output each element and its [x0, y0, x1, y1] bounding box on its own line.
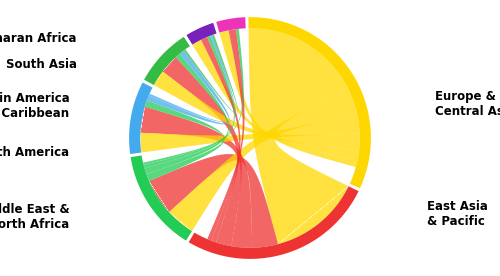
Text: Middle East &
North Africa: Middle East & North Africa: [0, 203, 70, 231]
Text: Europe &
Central Asia: Europe & Central Asia: [436, 90, 500, 118]
Polygon shape: [144, 54, 229, 174]
Text: Sub-Saharan Africa: Sub-Saharan Africa: [0, 31, 77, 44]
Polygon shape: [184, 34, 238, 114]
Polygon shape: [186, 22, 216, 45]
Polygon shape: [208, 29, 244, 241]
Polygon shape: [140, 107, 252, 248]
Polygon shape: [143, 36, 190, 85]
Polygon shape: [130, 155, 192, 242]
Polygon shape: [162, 57, 242, 246]
Polygon shape: [149, 154, 278, 248]
Polygon shape: [201, 37, 240, 242]
Polygon shape: [149, 35, 236, 122]
Text: Latin America
& Caribbean: Latin America & Caribbean: [0, 92, 70, 120]
Text: South Asia: South Asia: [6, 58, 77, 71]
Polygon shape: [140, 113, 360, 153]
Polygon shape: [147, 51, 230, 124]
Text: East Asia
& Pacific: East Asia & Pacific: [427, 200, 488, 228]
Polygon shape: [248, 28, 348, 244]
Polygon shape: [188, 186, 360, 260]
Polygon shape: [128, 82, 152, 154]
Polygon shape: [220, 30, 358, 167]
Polygon shape: [169, 88, 357, 231]
Polygon shape: [144, 36, 234, 169]
Polygon shape: [248, 16, 372, 189]
Polygon shape: [192, 40, 359, 160]
Polygon shape: [216, 16, 246, 33]
Text: North America: North America: [0, 146, 70, 159]
Polygon shape: [143, 29, 244, 165]
Polygon shape: [154, 71, 360, 150]
Polygon shape: [145, 100, 224, 181]
